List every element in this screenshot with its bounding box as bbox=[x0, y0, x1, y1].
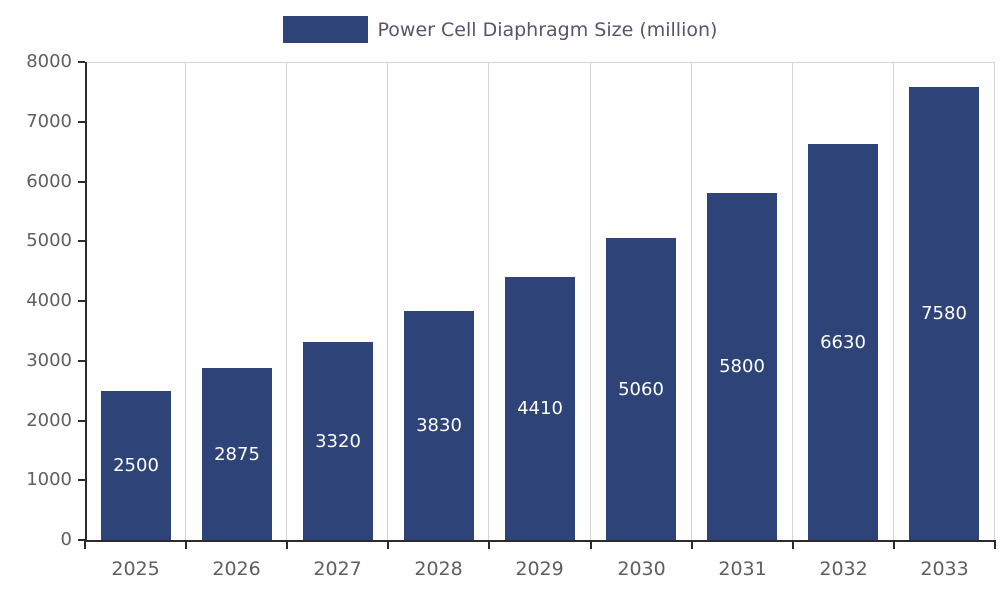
x-tick-mark bbox=[994, 542, 996, 549]
y-tick-mark bbox=[78, 539, 85, 541]
x-tick-label: 2028 bbox=[414, 558, 463, 580]
vertical-gridline bbox=[892, 62, 894, 540]
x-tick-mark bbox=[893, 542, 895, 549]
bar-2027: 3320 bbox=[303, 342, 373, 540]
bar-2028: 3830 bbox=[404, 311, 474, 540]
x-tick-label: 2031 bbox=[718, 558, 767, 580]
y-tick-label: 6000 bbox=[26, 171, 72, 192]
y-tick-mark bbox=[78, 61, 85, 63]
x-tick-label: 2033 bbox=[920, 558, 969, 580]
plot-area: 2500 2875 3320 3830 4410 5060 5800 6630 7580 bbox=[85, 62, 995, 540]
bar-value-label: 5060 bbox=[618, 378, 664, 400]
bar-2031: 5800 bbox=[707, 193, 777, 540]
x-tick-label: 2032 bbox=[819, 558, 868, 580]
y-tick-label: 5000 bbox=[26, 230, 72, 251]
y-tick-mark bbox=[78, 300, 85, 302]
vertical-gridline bbox=[791, 62, 793, 540]
bar-2032: 6630 bbox=[808, 144, 878, 540]
y-axis-line bbox=[85, 62, 87, 540]
bar-value-label: 6630 bbox=[820, 331, 866, 353]
x-tick-mark bbox=[185, 542, 187, 549]
bar-2030: 5060 bbox=[606, 238, 676, 540]
bar-value-label: 3320 bbox=[315, 430, 361, 452]
x-tick-label: 2025 bbox=[111, 558, 160, 580]
y-tick-label: 4000 bbox=[26, 290, 72, 311]
x-tick-mark bbox=[387, 542, 389, 549]
x-tick-mark bbox=[792, 542, 794, 549]
x-tick-mark bbox=[84, 542, 86, 549]
x-tick-label: 2027 bbox=[313, 558, 362, 580]
y-tick-mark bbox=[78, 121, 85, 123]
bar-value-label: 3830 bbox=[416, 415, 462, 436]
bar-2025: 2500 bbox=[101, 391, 171, 540]
x-tick-mark bbox=[286, 542, 288, 549]
vertical-gridline bbox=[994, 62, 995, 540]
x-axis-line bbox=[84, 540, 996, 542]
y-tick-mark bbox=[78, 420, 85, 422]
legend-label: Power Cell Diaphragm Size (million) bbox=[377, 18, 718, 41]
x-tick-mark bbox=[590, 542, 592, 549]
y-tick-label: 2000 bbox=[26, 410, 72, 431]
bar-value-label: 2500 bbox=[113, 455, 159, 476]
y-tick-mark bbox=[78, 479, 85, 481]
top-gridline bbox=[85, 62, 995, 63]
bar-2033: 7580 bbox=[909, 87, 979, 540]
bar-value-label: 4410 bbox=[517, 398, 563, 419]
bar-value-label: 2875 bbox=[214, 443, 260, 465]
x-tick-label: 2026 bbox=[212, 558, 261, 580]
y-tick-mark bbox=[78, 181, 85, 183]
bar-2029: 4410 bbox=[505, 277, 575, 540]
x-tick-label: 2030 bbox=[617, 558, 666, 580]
vertical-gridline bbox=[286, 62, 288, 540]
y-tick-label: 1000 bbox=[26, 469, 72, 490]
legend-swatch bbox=[282, 16, 368, 43]
bar-2026: 2875 bbox=[202, 368, 272, 540]
legend: Power Cell Diaphragm Size (million) bbox=[0, 16, 1000, 43]
y-tick-label: 3000 bbox=[26, 350, 72, 371]
vertical-gridline bbox=[387, 62, 389, 540]
bar-value-label: 7580 bbox=[921, 303, 967, 324]
x-tick-mark bbox=[488, 542, 490, 549]
vertical-gridline bbox=[589, 62, 591, 540]
vertical-gridline bbox=[488, 62, 490, 540]
vertical-gridline bbox=[185, 62, 187, 540]
x-tick-mark bbox=[691, 542, 693, 549]
y-tick-label: 8000 bbox=[26, 51, 72, 72]
bar-value-label: 5800 bbox=[719, 356, 765, 377]
y-tick-mark bbox=[78, 360, 85, 362]
y-tick-label: 0 bbox=[60, 529, 72, 550]
y-tick-mark bbox=[78, 240, 85, 242]
x-tick-label: 2029 bbox=[515, 558, 564, 580]
vertical-gridline bbox=[690, 62, 692, 540]
y-tick-label: 7000 bbox=[26, 111, 72, 132]
